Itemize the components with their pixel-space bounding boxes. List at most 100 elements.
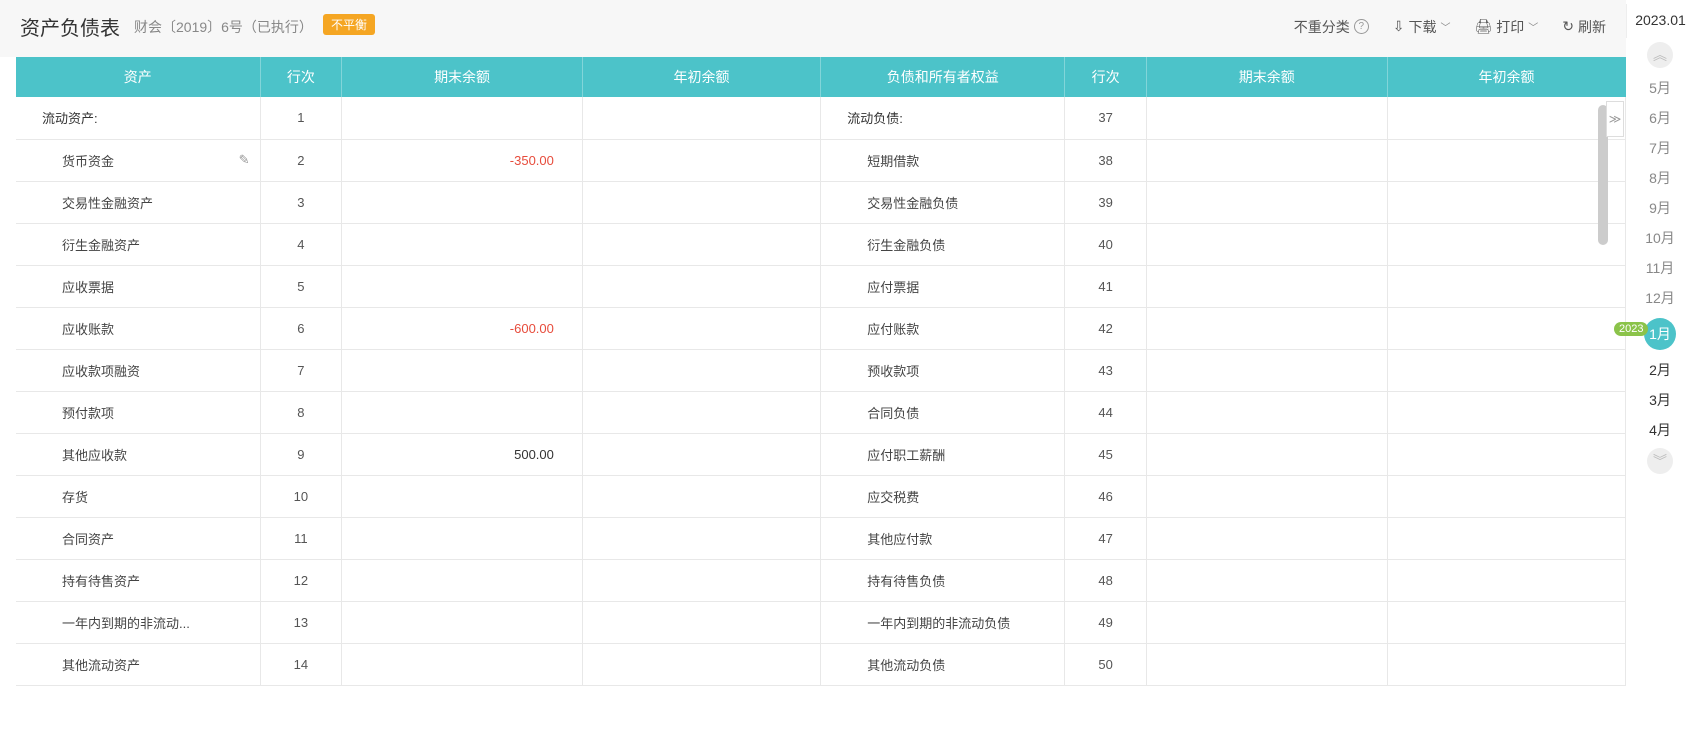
table-row[interactable]: 流动资产:1流动负债:37: [16, 97, 1626, 139]
liability-name-cell[interactable]: 其他应付款: [821, 517, 1065, 559]
month-item[interactable]: 6月: [1642, 108, 1678, 128]
period-up-button[interactable]: ︽: [1647, 42, 1673, 68]
begin-balance-cell[interactable]: [582, 391, 820, 433]
end-balance-cell[interactable]: [1146, 559, 1387, 601]
end-balance-cell[interactable]: [1146, 517, 1387, 559]
end-balance-cell[interactable]: [342, 349, 583, 391]
begin-balance-cell[interactable]: [1387, 349, 1625, 391]
end-balance-cell[interactable]: [342, 601, 583, 643]
asset-name-cell[interactable]: 流动资产:: [16, 97, 260, 139]
month-item[interactable]: 8月: [1642, 168, 1678, 188]
end-balance-cell[interactable]: 500.00: [342, 433, 583, 475]
asset-name-cell[interactable]: 持有待售资产: [16, 559, 260, 601]
end-balance-cell[interactable]: [1146, 475, 1387, 517]
begin-balance-cell[interactable]: [582, 601, 820, 643]
begin-balance-cell[interactable]: [1387, 517, 1625, 559]
end-balance-cell[interactable]: [342, 517, 583, 559]
month-item[interactable]: 3月: [1642, 390, 1678, 410]
begin-balance-cell[interactable]: [1387, 601, 1625, 643]
month-item[interactable]: 7月: [1642, 138, 1678, 158]
begin-balance-cell[interactable]: [1387, 475, 1625, 517]
end-balance-cell[interactable]: [1146, 307, 1387, 349]
reclassify-button[interactable]: 不重分类 ?: [1294, 17, 1369, 37]
expand-columns-handle[interactable]: ≫: [1606, 101, 1624, 137]
asset-name-cell[interactable]: 货币资金✎: [16, 139, 260, 181]
end-balance-cell[interactable]: [1146, 139, 1387, 181]
liability-name-cell[interactable]: 持有待售负债: [821, 559, 1065, 601]
begin-balance-cell[interactable]: [582, 139, 820, 181]
end-balance-cell[interactable]: [342, 181, 583, 223]
begin-balance-cell[interactable]: [582, 559, 820, 601]
table-row[interactable]: 衍生金融资产4衍生金融负债40: [16, 223, 1626, 265]
current-period[interactable]: 2023.01: [1626, 4, 1694, 38]
month-item[interactable]: 12月: [1642, 288, 1678, 308]
begin-balance-cell[interactable]: [582, 475, 820, 517]
begin-balance-cell[interactable]: [582, 433, 820, 475]
end-balance-cell[interactable]: [1146, 433, 1387, 475]
begin-balance-cell[interactable]: [1387, 391, 1625, 433]
help-icon[interactable]: ?: [1354, 19, 1369, 34]
begin-balance-cell[interactable]: [582, 349, 820, 391]
table-row[interactable]: 交易性金融资产3交易性金融负债39: [16, 181, 1626, 223]
begin-balance-cell[interactable]: [1387, 559, 1625, 601]
begin-balance-cell[interactable]: [582, 643, 820, 685]
end-balance-cell[interactable]: [1146, 601, 1387, 643]
liability-name-cell[interactable]: 衍生金融负债: [821, 223, 1065, 265]
table-scroll[interactable]: 资产 行次 期末余额 年初余额 负债和所有者权益 行次 期末余额 年初余额 流动…: [16, 57, 1626, 738]
asset-name-cell[interactable]: 交易性金融资产: [16, 181, 260, 223]
month-item-active[interactable]: 1月2023: [1644, 318, 1676, 350]
begin-balance-cell[interactable]: [1387, 139, 1625, 181]
end-balance-cell[interactable]: [342, 475, 583, 517]
end-balance-cell[interactable]: [1146, 349, 1387, 391]
print-button[interactable]: 🖨 打印 ﹀: [1474, 17, 1538, 37]
download-button[interactable]: ⇩ 下载 ﹀: [1393, 17, 1451, 37]
begin-balance-cell[interactable]: [582, 97, 820, 139]
begin-balance-cell[interactable]: [1387, 181, 1625, 223]
liability-name-cell[interactable]: 预收款项: [821, 349, 1065, 391]
liability-name-cell[interactable]: 短期借款: [821, 139, 1065, 181]
begin-balance-cell[interactable]: [1387, 223, 1625, 265]
liability-name-cell[interactable]: 应付票据: [821, 265, 1065, 307]
liability-name-cell[interactable]: 其他流动负债: [821, 643, 1065, 685]
table-row[interactable]: 应收账款6-600.00应付账款42: [16, 307, 1626, 349]
asset-name-cell[interactable]: 一年内到期的非流动...: [16, 601, 260, 643]
table-row[interactable]: 应收款项融资7预收款项43: [16, 349, 1626, 391]
period-down-button[interactable]: ︾: [1647, 448, 1673, 474]
liability-name-cell[interactable]: 应付职工薪酬: [821, 433, 1065, 475]
end-balance-cell[interactable]: -600.00: [342, 307, 583, 349]
begin-balance-cell[interactable]: [582, 265, 820, 307]
table-row[interactable]: 应收票据5应付票据41: [16, 265, 1626, 307]
end-balance-cell[interactable]: [1146, 643, 1387, 685]
end-balance-cell[interactable]: [1146, 265, 1387, 307]
asset-name-cell[interactable]: 其他流动资产: [16, 643, 260, 685]
asset-name-cell[interactable]: 其他应收款: [16, 433, 260, 475]
table-row[interactable]: 货币资金✎2-350.00短期借款38: [16, 139, 1626, 181]
end-balance-cell[interactable]: [342, 97, 583, 139]
month-item[interactable]: 5月: [1642, 78, 1678, 98]
asset-name-cell[interactable]: 应收款项融资: [16, 349, 260, 391]
table-row[interactable]: 合同资产11其他应付款47: [16, 517, 1626, 559]
month-item[interactable]: 10月: [1642, 228, 1678, 248]
begin-balance-cell[interactable]: [582, 517, 820, 559]
liability-name-cell[interactable]: 一年内到期的非流动负债: [821, 601, 1065, 643]
end-balance-cell[interactable]: [342, 643, 583, 685]
month-item[interactable]: 9月: [1642, 198, 1678, 218]
end-balance-cell[interactable]: -350.00: [342, 139, 583, 181]
asset-name-cell[interactable]: 应收账款: [16, 307, 260, 349]
end-balance-cell[interactable]: [342, 223, 583, 265]
end-balance-cell[interactable]: [1146, 181, 1387, 223]
liability-name-cell[interactable]: 交易性金融负债: [821, 181, 1065, 223]
begin-balance-cell[interactable]: [582, 181, 820, 223]
table-row[interactable]: 一年内到期的非流动...13一年内到期的非流动负债49: [16, 601, 1626, 643]
month-item[interactable]: 4月: [1642, 420, 1678, 440]
begin-balance-cell[interactable]: [1387, 307, 1625, 349]
table-row[interactable]: 预付款项8合同负债44: [16, 391, 1626, 433]
begin-balance-cell[interactable]: [1387, 433, 1625, 475]
liability-name-cell[interactable]: 应交税费: [821, 475, 1065, 517]
refresh-button[interactable]: ↻ 刷新: [1562, 17, 1606, 37]
table-row[interactable]: 存货10应交税费46: [16, 475, 1626, 517]
asset-name-cell[interactable]: 应收票据: [16, 265, 260, 307]
asset-name-cell[interactable]: 存货: [16, 475, 260, 517]
begin-balance-cell[interactable]: [1387, 643, 1625, 685]
asset-name-cell[interactable]: 预付款项: [16, 391, 260, 433]
